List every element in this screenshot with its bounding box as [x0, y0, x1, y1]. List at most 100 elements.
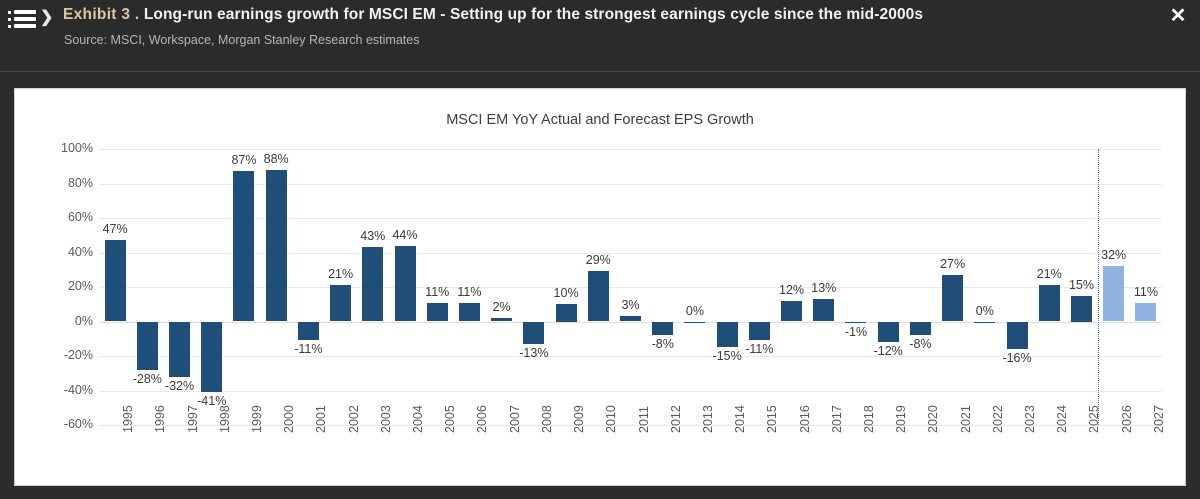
chart-bar[interactable] — [136, 321, 158, 370]
x-axis-tick-label: 2002 — [346, 405, 361, 433]
x-axis-tick-label: 2014 — [733, 405, 748, 433]
x-axis-tick-label: 2026 — [1119, 405, 1134, 433]
exhibit-header-bar: ❯ Exhibit 3 . Long-run earnings growth f… — [0, 0, 1200, 72]
chart-bar[interactable] — [201, 321, 223, 393]
gridline — [99, 321, 1162, 323]
chart-bar[interactable] — [297, 321, 319, 341]
close-icon[interactable]: ✕ — [1169, 5, 1187, 27]
x-axis-tick-label: 2009 — [572, 405, 587, 433]
gridline — [99, 356, 1162, 357]
gridline — [99, 218, 1162, 219]
x-axis-tick-label: 2006 — [475, 405, 490, 433]
bar-value-label: 11% — [457, 284, 482, 299]
chart-bar[interactable] — [1070, 295, 1092, 322]
y-axis-tick-label: 0% — [74, 313, 93, 328]
chart-bar[interactable] — [330, 285, 352, 322]
bar-value-label: -11% — [745, 342, 774, 357]
bar-value-label: 0% — [975, 303, 994, 318]
bar-value-label: 15% — [1068, 277, 1094, 292]
chart-bar[interactable] — [1006, 321, 1028, 350]
bar-value-label: 10% — [553, 286, 579, 301]
menu-line — [14, 10, 36, 14]
chart-bar[interactable] — [942, 274, 964, 322]
x-axis-tick-label: 1998 — [217, 405, 232, 433]
bar-value-label: 3% — [621, 298, 640, 313]
forecast-divider-line — [1097, 149, 1099, 425]
bar-value-label: 11% — [425, 284, 450, 299]
x-axis-tick-label: 2027 — [1151, 405, 1166, 433]
bar-value-label: -11% — [294, 342, 323, 357]
exhibit-title-text: Long-run earnings growth for MSCI EM - S… — [143, 6, 924, 23]
chart-bar[interactable] — [620, 316, 641, 322]
bar-value-label: -41% — [197, 394, 227, 409]
chart-bar[interactable] — [587, 271, 609, 322]
chart-bar[interactable] — [909, 321, 931, 336]
menu-line — [14, 17, 36, 21]
bar-value-label: -15% — [712, 349, 742, 364]
x-axis-tick-label: 2013 — [700, 405, 715, 433]
x-axis-tick-label: 2024 — [1055, 405, 1070, 433]
chart-bar[interactable] — [781, 300, 803, 322]
bar-value-label: 11% — [1133, 284, 1158, 299]
chevron-right-icon[interactable]: ❯ — [40, 9, 54, 26]
bar-value-label: 32% — [1101, 248, 1127, 263]
bar-value-label: 44% — [392, 227, 418, 242]
bar-value-label: -32% — [164, 378, 195, 393]
chart-bar[interactable] — [652, 321, 674, 336]
bar-value-label: -1% — [844, 325, 868, 340]
menu-row — [8, 17, 36, 21]
gridline — [99, 149, 1162, 150]
exhibit-source-text: Source: MSCI, Workspace, Morgan Stanley … — [64, 33, 420, 47]
x-axis-tick-label: 2007 — [507, 405, 522, 433]
x-axis-tick-label: 2016 — [797, 405, 812, 433]
list-menu-icon[interactable] — [8, 8, 36, 30]
y-axis-tick-label: 40% — [67, 244, 93, 259]
x-axis-tick-label: 2008 — [539, 405, 554, 433]
chart-bar[interactable] — [974, 321, 996, 323]
y-axis-tick-label: 80% — [67, 175, 93, 190]
menu-bullet — [8, 10, 11, 14]
chart-bar[interactable] — [1135, 302, 1157, 322]
chart-bar[interactable] — [265, 169, 287, 322]
x-axis-tick-label: 2001 — [314, 405, 329, 433]
chart-bar[interactable] — [458, 302, 480, 322]
x-axis-tick-label: 2015 — [765, 405, 780, 433]
gridline — [99, 390, 1162, 392]
chart-bar[interactable] — [233, 171, 255, 322]
x-axis-tick-label: 2018 — [861, 405, 876, 433]
chart-bar[interactable] — [1038, 285, 1060, 322]
chart-bar[interactable] — [523, 321, 545, 344]
chart-bar[interactable] — [845, 321, 867, 324]
chart-bar[interactable] — [394, 245, 416, 322]
bar-value-label: -12% — [873, 344, 903, 359]
chart-bar[interactable] — [362, 247, 384, 322]
chart-bar[interactable] — [555, 304, 577, 322]
chart-bar[interactable] — [104, 240, 126, 322]
y-axis-tick-label: 100% — [61, 141, 93, 155]
chart-bar[interactable] — [426, 302, 448, 322]
x-axis-tick-label: 2000 — [282, 405, 297, 433]
chart-bar[interactable] — [877, 321, 899, 343]
chart-bar[interactable] — [1103, 266, 1125, 322]
chart-bar[interactable] — [684, 321, 706, 323]
menu-bullet — [8, 24, 11, 28]
x-axis-tick-label: 2017 — [829, 405, 844, 433]
chart-bar[interactable] — [716, 321, 738, 348]
chart-bar[interactable] — [748, 321, 770, 341]
chart-bar[interactable] — [813, 299, 835, 322]
bar-value-label: 21% — [328, 267, 354, 282]
chart-bar[interactable] — [491, 318, 513, 322]
bar-value-label: 0% — [685, 303, 704, 318]
chart-bar[interactable] — [169, 321, 191, 377]
x-axis-tick-label: 2010 — [604, 405, 619, 433]
bar-value-label: 47% — [102, 222, 128, 237]
bar-value-label: -13% — [519, 345, 549, 360]
gridline — [99, 287, 1162, 288]
bar-value-label: 13% — [811, 281, 837, 296]
x-axis-tick-label: 2005 — [443, 405, 458, 433]
y-axis-tick-label: -60% — [63, 417, 93, 431]
exhibit-number-label: Exhibit 3 . — [63, 6, 140, 23]
bar-value-label: -28% — [132, 371, 162, 386]
gridline — [99, 183, 1162, 185]
bar-value-label: 87% — [231, 153, 257, 168]
